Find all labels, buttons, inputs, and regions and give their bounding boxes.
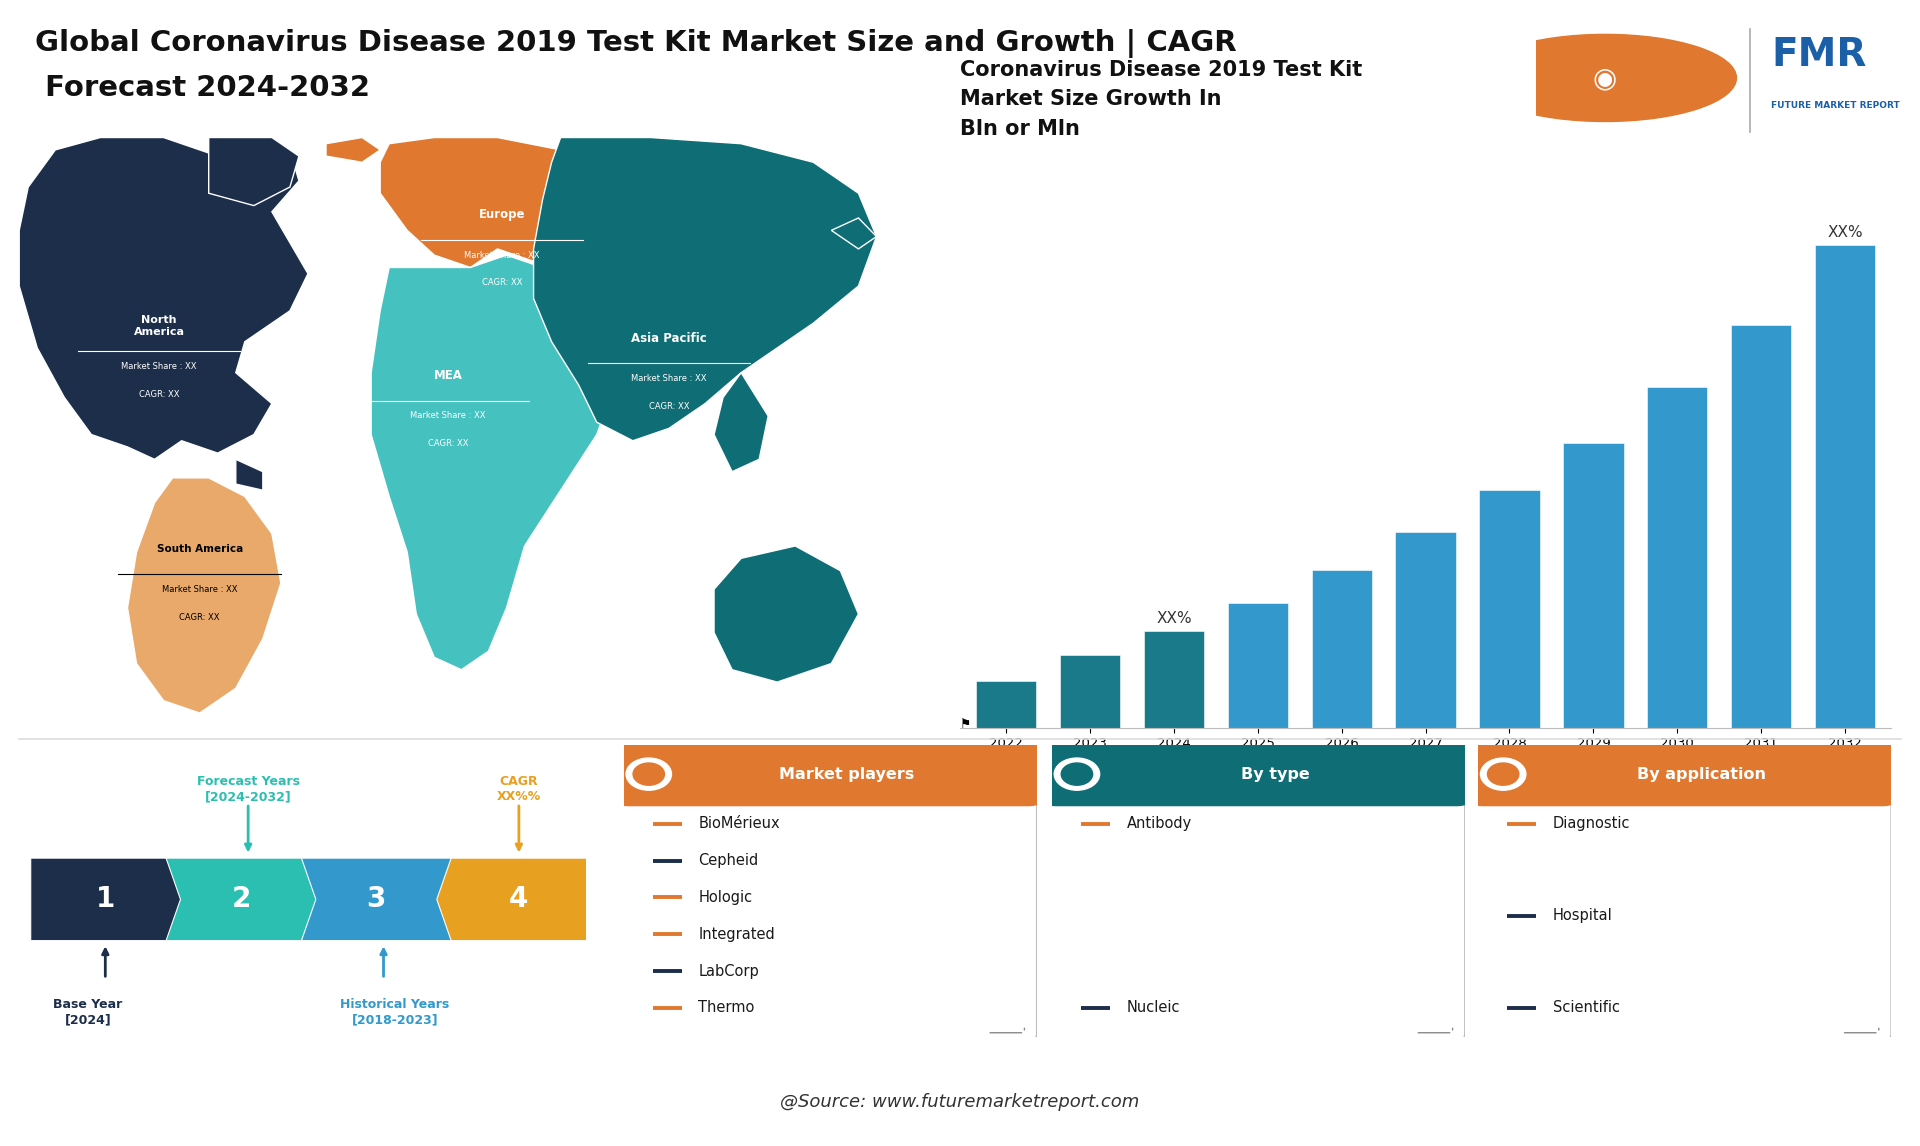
Text: ⚑: ⚑: [960, 717, 972, 731]
FancyBboxPatch shape: [620, 794, 1037, 1041]
Circle shape: [634, 763, 664, 785]
Text: 3: 3: [367, 886, 386, 913]
Text: MEA: MEA: [434, 369, 463, 383]
Text: CAGR: XX: CAGR: XX: [649, 402, 689, 411]
Polygon shape: [127, 478, 280, 713]
Polygon shape: [326, 138, 380, 163]
Text: CAGR: XX: CAGR: XX: [179, 613, 221, 621]
Text: By type: By type: [1240, 767, 1309, 782]
Polygon shape: [436, 858, 588, 941]
Bar: [1144, 631, 1204, 728]
Polygon shape: [714, 545, 858, 682]
Text: CAGR: XX: CAGR: XX: [482, 278, 522, 288]
Text: CAGR
XX%%: CAGR XX%%: [497, 776, 541, 803]
Text: 2: 2: [230, 886, 252, 913]
Text: South America: South America: [157, 544, 242, 554]
Text: Diagnostic: Diagnostic: [1553, 816, 1630, 831]
Circle shape: [626, 758, 672, 791]
Polygon shape: [380, 138, 614, 267]
Text: Historical Years
[2018-2023]: Historical Years [2018-2023]: [340, 998, 449, 1026]
Text: North
America: North America: [134, 315, 184, 337]
Text: BioMérieux: BioMérieux: [699, 816, 780, 831]
Text: Market Share : XX: Market Share : XX: [121, 362, 198, 371]
Text: Market Share : XX: Market Share : XX: [632, 375, 707, 384]
Text: FUTURE MARKET REPORT: FUTURE MARKET REPORT: [1770, 101, 1899, 110]
Text: 4: 4: [509, 886, 528, 913]
Polygon shape: [534, 138, 876, 441]
Bar: [1647, 386, 1707, 728]
FancyBboxPatch shape: [1475, 794, 1891, 1041]
Bar: [1478, 490, 1540, 728]
Text: Market players: Market players: [780, 767, 914, 782]
Bar: [1227, 603, 1288, 728]
Circle shape: [1488, 763, 1519, 785]
Polygon shape: [561, 286, 634, 372]
Text: Thermo: Thermo: [699, 1000, 755, 1015]
FancyBboxPatch shape: [1048, 794, 1465, 1041]
Text: Cepheid: Cepheid: [699, 853, 758, 869]
Text: Europe: Europe: [478, 209, 526, 221]
Text: Market Share : XX: Market Share : XX: [411, 411, 486, 421]
FancyBboxPatch shape: [612, 741, 1044, 807]
FancyBboxPatch shape: [1041, 741, 1473, 807]
Polygon shape: [31, 858, 196, 941]
Circle shape: [1475, 34, 1736, 121]
Text: Global Coronavirus Disease 2019 Test Kit Market Size and Growth | CAGR: Global Coronavirus Disease 2019 Test Kit…: [35, 29, 1236, 57]
Text: LabCorp: LabCorp: [699, 964, 758, 979]
Text: Integrated: Integrated: [699, 927, 776, 942]
Polygon shape: [209, 138, 300, 205]
Polygon shape: [236, 460, 263, 490]
Text: ◉: ◉: [1594, 64, 1617, 92]
Text: CAGR: XX: CAGR: XX: [428, 439, 468, 448]
Bar: [1311, 570, 1373, 728]
Text: Forecast Years
[2024-2032]: Forecast Years [2024-2032]: [196, 776, 300, 803]
Polygon shape: [831, 218, 876, 249]
Bar: [1563, 444, 1624, 728]
Text: XX%: XX%: [1828, 225, 1862, 240]
Text: Scientific: Scientific: [1553, 1000, 1620, 1015]
Text: Coronavirus Disease 2019 Test Kit
Market Size Growth In
Bln or Mln: Coronavirus Disease 2019 Test Kit Market…: [960, 60, 1363, 139]
Bar: [1060, 654, 1119, 728]
Text: Hologic: Hologic: [699, 890, 753, 905]
Bar: [1396, 533, 1455, 728]
Text: Market Share : XX: Market Share : XX: [465, 251, 540, 260]
Text: By application: By application: [1638, 767, 1766, 782]
Polygon shape: [165, 858, 330, 941]
Polygon shape: [301, 858, 467, 941]
Text: Hospital: Hospital: [1553, 909, 1613, 924]
Text: FMR: FMR: [1770, 36, 1866, 74]
Text: XX%: XX%: [1156, 611, 1192, 626]
Text: 1: 1: [96, 886, 115, 913]
Text: Antibody: Antibody: [1127, 816, 1192, 831]
Bar: [1814, 245, 1876, 728]
Polygon shape: [371, 256, 614, 669]
Text: @Source: www.futuremarketreport.com: @Source: www.futuremarketreport.com: [780, 1093, 1140, 1112]
Circle shape: [1054, 758, 1100, 791]
Bar: [975, 681, 1037, 728]
Bar: [1732, 325, 1791, 728]
FancyBboxPatch shape: [1467, 741, 1899, 807]
Text: Nucleic: Nucleic: [1127, 1000, 1181, 1015]
Circle shape: [1480, 758, 1526, 791]
Text: Forecast 2024-2032: Forecast 2024-2032: [35, 74, 369, 102]
Polygon shape: [19, 138, 307, 460]
Text: Asia Pacific: Asia Pacific: [632, 332, 707, 345]
Text: Market Share : XX: Market Share : XX: [161, 584, 238, 594]
Text: CAGR: XX: CAGR: XX: [138, 390, 179, 399]
Circle shape: [1062, 763, 1092, 785]
Polygon shape: [714, 372, 768, 472]
Text: Base Year
[2024]: Base Year [2024]: [54, 998, 123, 1026]
